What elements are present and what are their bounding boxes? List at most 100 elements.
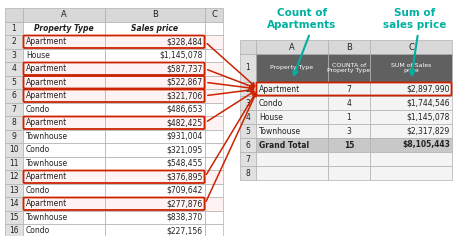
Text: 15: 15	[344, 140, 354, 149]
Bar	[205, 116, 223, 130]
Bar	[328, 152, 370, 166]
Bar	[105, 62, 205, 76]
Text: $838,370: $838,370	[167, 213, 203, 222]
Bar	[328, 124, 370, 138]
Text: $548,455: $548,455	[167, 159, 203, 168]
Bar	[240, 40, 256, 54]
Bar	[205, 8, 223, 21]
Bar	[5, 89, 23, 102]
Text: Property Type: Property Type	[271, 66, 314, 71]
Text: $321,095: $321,095	[167, 145, 203, 154]
Bar	[240, 96, 256, 110]
Bar	[370, 110, 452, 124]
Text: 11: 11	[9, 159, 19, 168]
Text: C: C	[408, 42, 414, 51]
Text: 7: 7	[11, 105, 17, 114]
Text: Property Type: Property Type	[34, 24, 94, 33]
Bar	[370, 138, 452, 152]
Text: $2,897,990: $2,897,990	[407, 84, 450, 93]
Bar	[105, 76, 205, 89]
Text: 3: 3	[246, 98, 250, 108]
Bar	[205, 197, 223, 211]
Text: Apartment: Apartment	[26, 64, 67, 73]
Bar	[105, 197, 205, 211]
Bar	[23, 76, 105, 89]
Text: A: A	[289, 42, 295, 51]
Bar	[240, 152, 256, 166]
Bar	[205, 211, 223, 224]
Bar	[23, 211, 105, 224]
Text: Condo: Condo	[26, 186, 50, 195]
Text: Townhouse: Townhouse	[259, 126, 301, 135]
Bar	[328, 40, 370, 54]
Text: $709,642: $709,642	[167, 186, 203, 195]
Text: 15: 15	[9, 213, 19, 222]
Text: 4: 4	[246, 113, 250, 122]
Text: Condo: Condo	[26, 145, 50, 154]
Bar	[205, 143, 223, 156]
Text: 4: 4	[346, 98, 351, 108]
Text: 3: 3	[346, 126, 351, 135]
Bar	[205, 224, 223, 236]
Text: 1: 1	[246, 63, 250, 72]
Bar	[5, 116, 23, 130]
Bar	[23, 130, 105, 143]
Bar	[256, 138, 328, 152]
Bar	[105, 170, 205, 184]
Text: 5: 5	[246, 126, 250, 135]
Text: B: B	[346, 42, 352, 51]
Bar	[256, 40, 328, 54]
Text: 6: 6	[246, 140, 250, 149]
Bar	[5, 197, 23, 211]
Bar	[328, 110, 370, 124]
Bar	[105, 49, 205, 62]
Bar	[256, 54, 328, 82]
Bar	[5, 211, 23, 224]
Text: 13: 13	[9, 186, 19, 195]
Bar	[5, 143, 23, 156]
Bar	[205, 89, 223, 102]
Text: 5: 5	[11, 78, 17, 87]
Text: Apartment: Apartment	[26, 78, 67, 87]
Bar	[256, 110, 328, 124]
Bar	[328, 54, 370, 82]
Bar	[23, 143, 105, 156]
Text: Sales price: Sales price	[131, 24, 179, 33]
Bar	[205, 62, 223, 76]
Bar	[240, 82, 256, 96]
Bar	[256, 152, 328, 166]
Bar	[370, 152, 452, 166]
Bar	[205, 21, 223, 35]
Text: 4: 4	[11, 64, 17, 73]
Bar	[205, 35, 223, 49]
Bar	[105, 116, 205, 130]
Text: $321,706: $321,706	[167, 91, 203, 100]
Bar	[370, 166, 452, 180]
Bar	[23, 197, 105, 211]
Bar	[370, 40, 452, 54]
Text: Apartment: Apartment	[26, 199, 67, 208]
Bar	[370, 82, 452, 96]
Text: 1: 1	[346, 113, 351, 122]
Bar	[5, 76, 23, 89]
Bar	[328, 138, 370, 152]
Bar	[205, 156, 223, 170]
Text: Condo: Condo	[259, 98, 283, 108]
Text: $1,145,078: $1,145,078	[407, 113, 450, 122]
Bar	[23, 170, 105, 184]
Bar	[105, 184, 205, 197]
Text: C: C	[211, 10, 217, 19]
Bar	[5, 130, 23, 143]
Bar	[105, 89, 205, 102]
Bar	[328, 96, 370, 110]
Bar	[370, 124, 452, 138]
Text: $486,653: $486,653	[167, 105, 203, 114]
Bar	[240, 166, 256, 180]
Bar	[328, 82, 370, 96]
Bar	[5, 170, 23, 184]
Bar	[105, 35, 205, 49]
Bar	[370, 54, 452, 82]
Bar	[5, 21, 23, 35]
Text: 14: 14	[9, 199, 19, 208]
Bar	[240, 54, 256, 82]
